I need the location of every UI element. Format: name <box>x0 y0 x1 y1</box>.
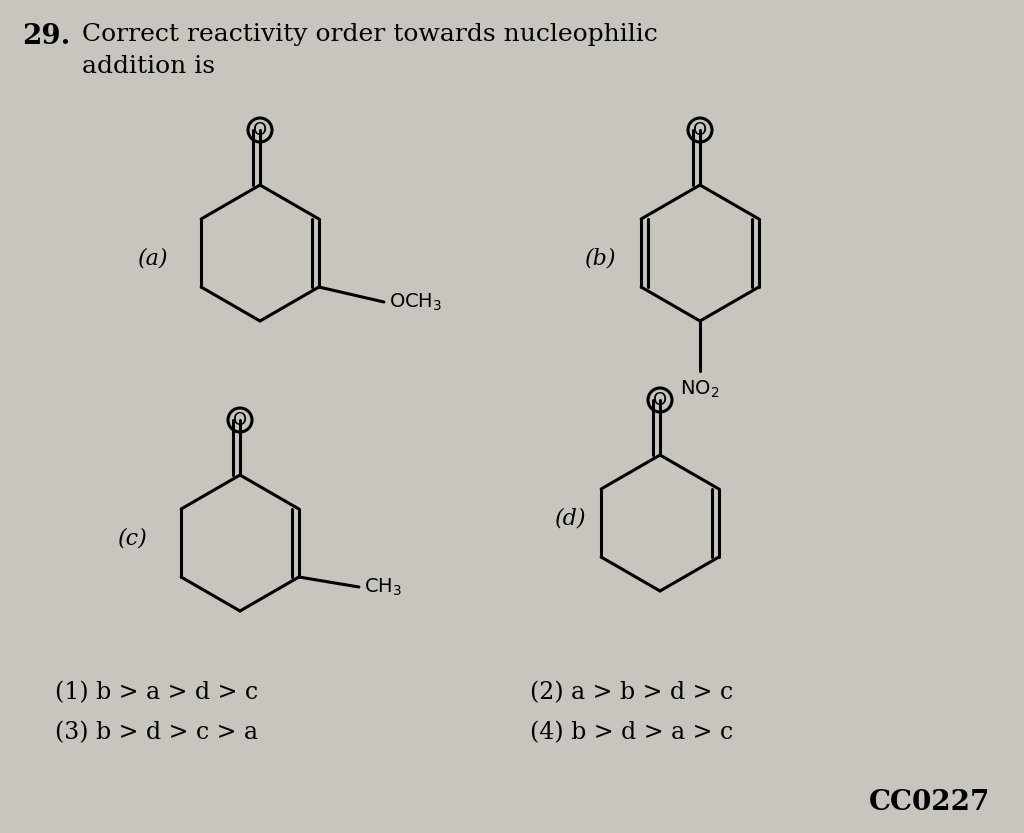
Text: (a): (a) <box>138 247 169 269</box>
Text: (c): (c) <box>118 527 147 549</box>
Text: O: O <box>653 391 667 409</box>
Text: (2) a > b > d > c: (2) a > b > d > c <box>530 681 733 705</box>
Text: CC0227: CC0227 <box>868 790 990 816</box>
Text: O: O <box>232 411 247 429</box>
Text: OCH$_3$: OCH$_3$ <box>389 292 442 312</box>
Text: 29.: 29. <box>22 23 71 50</box>
Text: (b): (b) <box>585 247 616 269</box>
Text: NO$_2$: NO$_2$ <box>680 379 720 401</box>
Text: (d): (d) <box>555 507 587 529</box>
Text: (3) b > d > c > a: (3) b > d > c > a <box>55 721 258 745</box>
Text: addition is: addition is <box>82 55 215 78</box>
Text: (4) b > d > a > c: (4) b > d > a > c <box>530 721 733 745</box>
Text: O: O <box>253 121 267 139</box>
Text: (1) b > a > d > c: (1) b > a > d > c <box>55 681 258 705</box>
Text: CH$_3$: CH$_3$ <box>364 576 401 597</box>
Text: Correct reactivity order towards nucleophilic: Correct reactivity order towards nucleop… <box>82 23 657 46</box>
Text: O: O <box>693 121 707 139</box>
